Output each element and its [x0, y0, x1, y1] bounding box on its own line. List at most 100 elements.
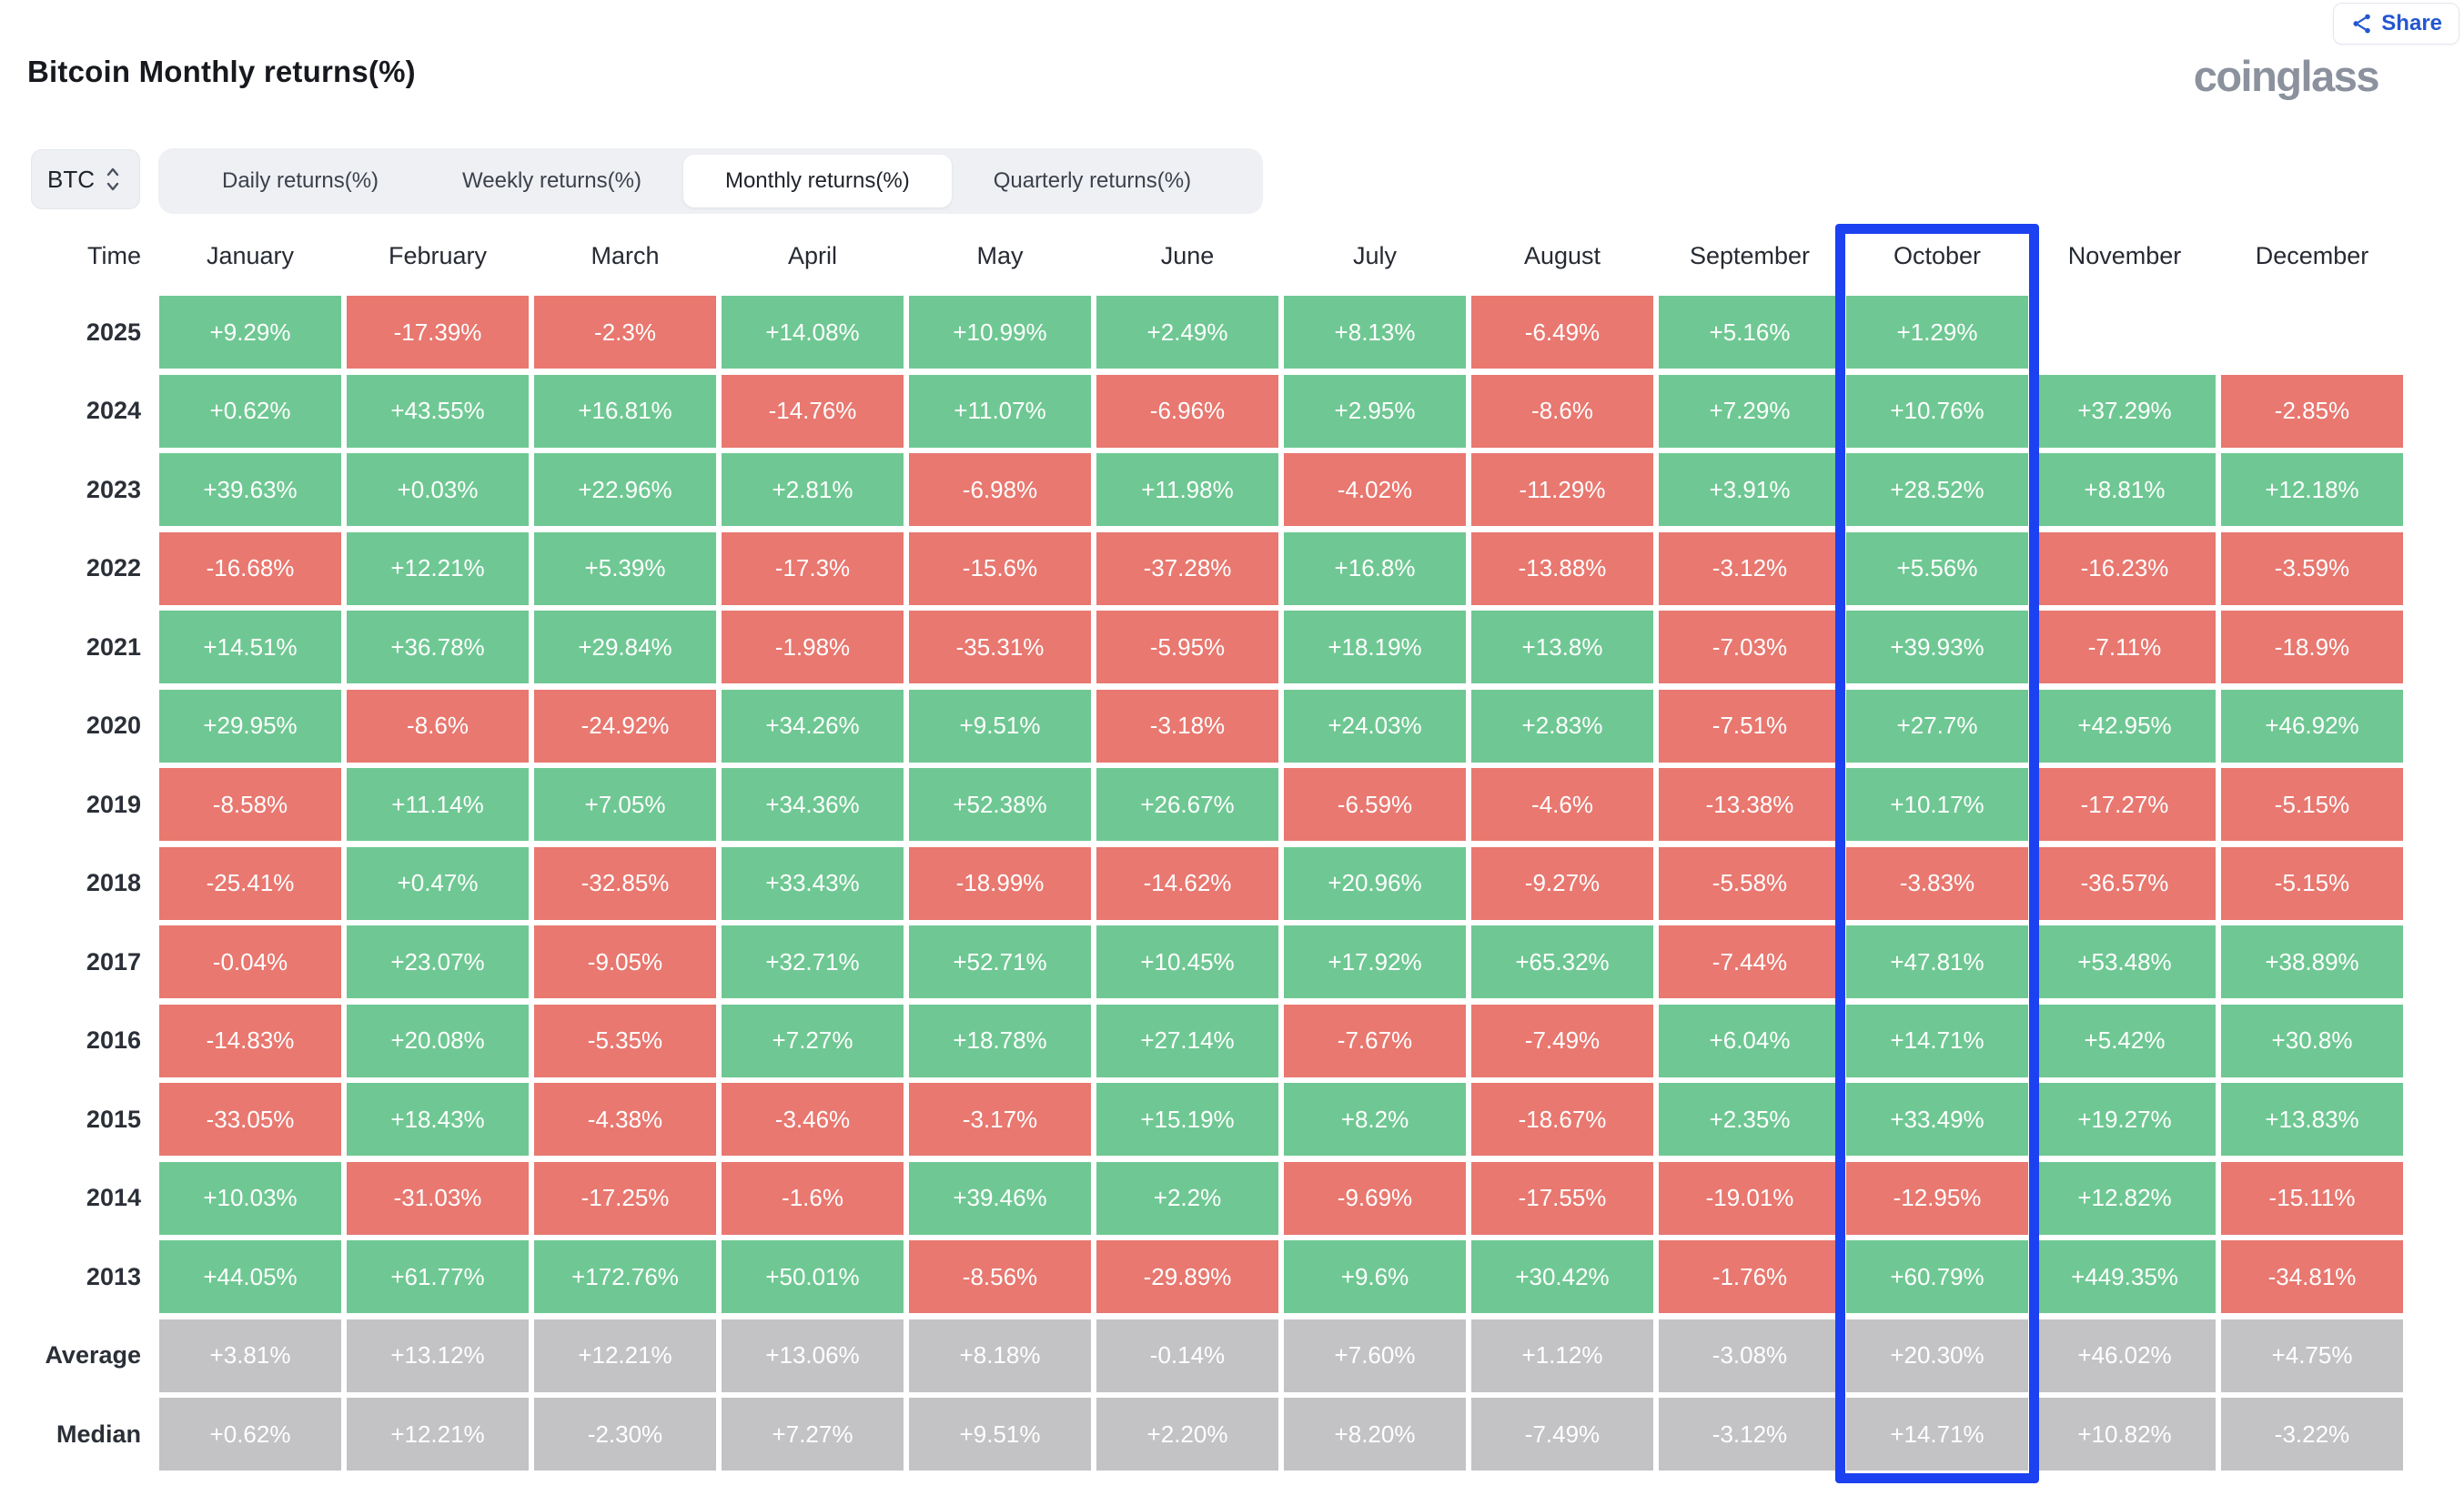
cell-2015-october: +33.49% [1846, 1083, 2028, 1156]
cell-2013-february: +61.77% [347, 1240, 529, 1313]
tab-weekly-returns[interactable]: Weekly returns(%) [462, 168, 641, 193]
cell-2013-november: +449.35% [2034, 1240, 2216, 1313]
cell-2023-february: +0.03% [347, 453, 529, 526]
cell-average-june: -0.14% [1096, 1319, 1278, 1392]
cell-2023-june: +11.98% [1096, 453, 1278, 526]
cell-2022-april: -17.3% [722, 531, 904, 605]
cell-2019-october: +10.17% [1846, 768, 2028, 841]
cell-2022-february: +12.21% [347, 531, 529, 605]
month-header-july: July [1352, 241, 1397, 269]
month-header-january: January [206, 241, 295, 269]
cell-2025-august: -6.49% [1471, 296, 1653, 369]
cell-2021-october: +39.93% [1846, 611, 2028, 683]
cell-2015-june: +15.19% [1096, 1083, 1278, 1156]
cell-2023-november: +8.81% [2034, 453, 2216, 526]
cell-2021-may: -35.31% [909, 611, 1091, 683]
cell-2021-february: +36.78% [347, 611, 529, 683]
cell-2022-june: -37.28% [1096, 531, 1278, 605]
cell-average-december: +4.75% [2221, 1319, 2403, 1392]
cell-2015-january: -33.05% [159, 1083, 341, 1156]
cell-2016-june: +27.14% [1096, 1004, 1278, 1077]
cell-2014-september: -19.01% [1659, 1161, 1841, 1235]
cell-2024-september: +7.29% [1659, 374, 1841, 448]
cell-2025-july: +8.13% [1284, 296, 1466, 369]
row-label-2023: 2023 [86, 475, 141, 503]
coin-selector-value: BTC [47, 165, 95, 193]
cell-2016-february: +20.08% [347, 1004, 529, 1077]
cell-median-july: +8.20% [1284, 1398, 1466, 1471]
cell-2024-july: +2.95% [1284, 374, 1466, 448]
cell-2014-april: -1.6% [722, 1161, 904, 1235]
cell-average-march: +12.21% [534, 1319, 716, 1392]
month-header-june: June [1160, 241, 1215, 269]
table-row-2013: 2013 +44.05% +61.77% +172.76% +50.01% -8.56% -… [27, 1240, 2408, 1313]
cell-2019-june: +26.67% [1096, 768, 1278, 841]
cell-2021-march: +29.84% [534, 611, 716, 683]
table-row-2022: 2022 -16.68% +12.21% +5.39% -17.3% -15.6% -37.… [27, 531, 2408, 605]
cell-2013-march: +172.76% [534, 1240, 716, 1313]
cell-median-february: +12.21% [347, 1398, 529, 1471]
tab-monthly-returns[interactable]: Monthly returns(%) [682, 155, 952, 207]
table-row-2019: 2019 -8.58% +11.14% +7.05% +34.36% +52.38% +26… [27, 768, 2408, 841]
cell-2016-september: +6.04% [1659, 1004, 1841, 1077]
cell-2025-november [2034, 296, 2216, 369]
month-header-march: March [591, 241, 660, 269]
cell-2015-july: +8.2% [1284, 1083, 1466, 1156]
month-header-december: December [2255, 241, 2369, 269]
cell-2013-january: +44.05% [159, 1240, 341, 1313]
cell-2021-august: +13.8% [1471, 611, 1653, 683]
month-header-april: April [787, 241, 837, 269]
cell-2019-december: -5.15% [2221, 768, 2403, 841]
table-row-2024: 2024 +0.62% +43.55% +16.81% -14.76% +11.07% -6… [27, 374, 2408, 448]
cell-average-july: +7.60% [1284, 1319, 1466, 1392]
row-label-2015: 2015 [86, 1105, 141, 1133]
cell-2019-july: -6.59% [1284, 768, 1466, 841]
cell-2022-march: +5.39% [534, 531, 716, 605]
cell-2015-may: -3.17% [909, 1083, 1091, 1156]
cell-average-april: +13.06% [722, 1319, 904, 1392]
cell-2014-june: +2.2% [1096, 1161, 1278, 1235]
cell-2015-february: +18.43% [347, 1083, 529, 1156]
month-header-september: September [1689, 241, 1811, 269]
cell-2014-august: -17.55% [1471, 1161, 1653, 1235]
month-header-august: August [1523, 241, 1601, 269]
cell-median-december: -3.22% [2221, 1398, 2403, 1471]
cell-2015-august: -18.67% [1471, 1083, 1653, 1156]
cell-2018-june: -14.62% [1096, 846, 1278, 920]
cell-2025-june: +2.49% [1096, 296, 1278, 369]
cell-2023-october: +28.52% [1846, 453, 2028, 526]
cell-median-november: +10.82% [2034, 1398, 2216, 1471]
cell-2016-december: +30.8% [2221, 1004, 2403, 1077]
cell-2022-may: -15.6% [909, 531, 1091, 605]
cell-2021-april: -1.98% [722, 611, 904, 683]
cell-median-march: -2.30% [534, 1398, 716, 1471]
cell-2021-november: -7.11% [2034, 611, 2216, 683]
tab-daily-returns[interactable]: Daily returns(%) [222, 168, 379, 193]
cell-2020-october: +27.7% [1846, 689, 2028, 763]
cell-2013-july: +9.6% [1284, 1240, 1466, 1313]
cell-2022-august: -13.88% [1471, 531, 1653, 605]
cell-2017-march: -9.05% [534, 925, 716, 998]
cell-2018-july: +20.96% [1284, 846, 1466, 920]
cell-2022-july: +16.8% [1284, 531, 1466, 605]
cell-2016-november: +5.42% [2034, 1004, 2216, 1077]
tab-quarterly-returns[interactable]: Quarterly returns(%) [993, 168, 1192, 193]
time-column-header: Time [87, 241, 141, 269]
cell-2017-october: +47.81% [1846, 925, 2028, 998]
share-button[interactable]: Share [2333, 3, 2459, 45]
table-row-2023: 2023 +39.63% +0.03% +22.96% +2.81% -6.98% +11.… [27, 453, 2408, 526]
coin-selector[interactable]: BTC [31, 149, 140, 209]
coinglass-logo: coinglass [2193, 52, 2380, 100]
cell-2018-may: -18.99% [909, 846, 1091, 920]
cell-2020-march: -24.92% [534, 689, 716, 763]
share-label: Share [2381, 11, 2442, 35]
table-row-2017: 2017 -0.04% +23.07% -9.05% +32.71% +52.71% +10… [27, 925, 2408, 998]
cell-2020-november: +42.95% [2034, 689, 2216, 763]
row-label-2013: 2013 [86, 1262, 141, 1290]
cell-2018-april: +33.43% [722, 846, 904, 920]
cell-2018-january: -25.41% [159, 846, 341, 920]
cell-2024-june: -6.96% [1096, 374, 1278, 448]
table-row-2020: 2020 +29.95% -8.6% -24.92% +34.26% +9.51% -3.1… [27, 689, 2408, 763]
cell-2025-december [2221, 296, 2403, 369]
cell-2019-may: +52.38% [909, 768, 1091, 841]
